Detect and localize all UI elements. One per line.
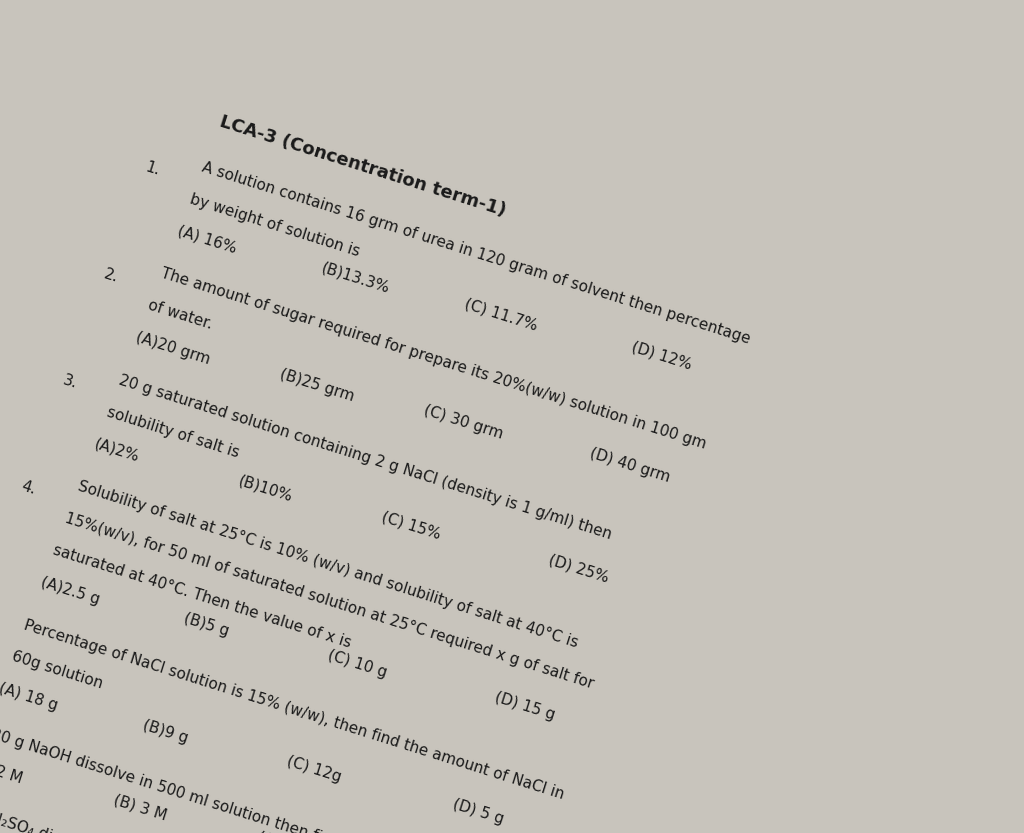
Text: The amount of sugar required for prepare its 20%(w/w) solution in 100 gm: The amount of sugar required for prepare… — [159, 266, 708, 452]
Text: (C) 15%: (C) 15% — [380, 510, 443, 542]
Text: Percentage of NaCl solution is 15% (w/w), then find the amount of NaCl in: Percentage of NaCl solution is 15% (w/w)… — [22, 617, 566, 801]
Text: solubility of salt is: solubility of salt is — [105, 404, 241, 460]
Text: (C) 6 M: (C) 6 M — [256, 829, 312, 833]
Text: (C) 11.7%: (C) 11.7% — [463, 297, 540, 333]
Text: (B) 3 M: (B) 3 M — [112, 792, 169, 823]
Text: (B)10%: (B)10% — [237, 473, 295, 504]
Text: (B)5 g: (B)5 g — [182, 611, 231, 640]
Text: (D) 40 grm: (D) 40 grm — [588, 446, 672, 485]
Text: A solution contains 16 grm of urea in 120 gram of solvent then percentage: A solution contains 16 grm of urea in 12… — [201, 160, 753, 347]
Text: Solubility of salt at 25°C is 10% (w/v) and solubility of salt at 40°C is: Solubility of salt at 25°C is 10% (w/v) … — [76, 479, 580, 651]
Text: by weight of solution is: by weight of solution is — [188, 192, 361, 259]
Text: 3.: 3. — [60, 372, 79, 392]
Text: 20 g saturated solution containing 2 g NaCl (density is 1 g/ml) then: 20 g saturated solution containing 2 g N… — [118, 372, 614, 542]
Text: (C) 30 grm: (C) 30 grm — [422, 403, 505, 442]
Text: 120 g NaOH dissolve in 500 ml solution then find the molarity.: 120 g NaOH dissolve in 500 ml solution t… — [0, 724, 439, 833]
Text: (A)20 grm: (A)20 grm — [134, 330, 212, 367]
Text: (C) 10 g: (C) 10 g — [327, 648, 389, 681]
Text: 4.: 4. — [19, 479, 38, 497]
Text: 60g solution: 60g solution — [9, 649, 104, 691]
Text: (A) 16%: (A) 16% — [176, 223, 239, 256]
Text: (D) 12%: (D) 12% — [630, 339, 693, 372]
Text: (A) 18 g: (A) 18 g — [0, 681, 59, 713]
Text: LCA-3 (Concentration term-1): LCA-3 (Concentration term-1) — [218, 112, 509, 220]
Text: (D) 25%: (D) 25% — [547, 552, 610, 585]
Text: 2.: 2. — [102, 266, 121, 285]
Text: 49 g H₂SO₄ dissolve in 250 ml solution then find the molarity of solution.: 49 g H₂SO₄ dissolve in 250 ml solution t… — [0, 798, 485, 833]
Text: (B)13.3%: (B)13.3% — [319, 260, 391, 296]
Text: (B)9 g: (B)9 g — [141, 717, 189, 746]
Text: saturated at 40°C. Then the value of x is: saturated at 40°C. Then the value of x i… — [51, 542, 353, 651]
Text: (D) 15 g: (D) 15 g — [493, 690, 557, 723]
Text: (B)25 grm: (B)25 grm — [278, 367, 356, 404]
Text: of water.: of water. — [146, 298, 215, 332]
Text: 1.: 1. — [143, 160, 162, 178]
Text: (A)2.5 g: (A)2.5 g — [39, 575, 101, 607]
Text: 15%(w/v), for 50 ml of saturated solution at 25°C required x g of salt for: 15%(w/v), for 50 ml of saturated solutio… — [63, 511, 596, 691]
Text: (A) 2 M: (A) 2 M — [0, 756, 25, 786]
Text: (D) 5 g: (D) 5 g — [452, 796, 506, 826]
Text: (A)2%: (A)2% — [92, 436, 141, 464]
Text: (C) 12g: (C) 12g — [285, 754, 343, 786]
